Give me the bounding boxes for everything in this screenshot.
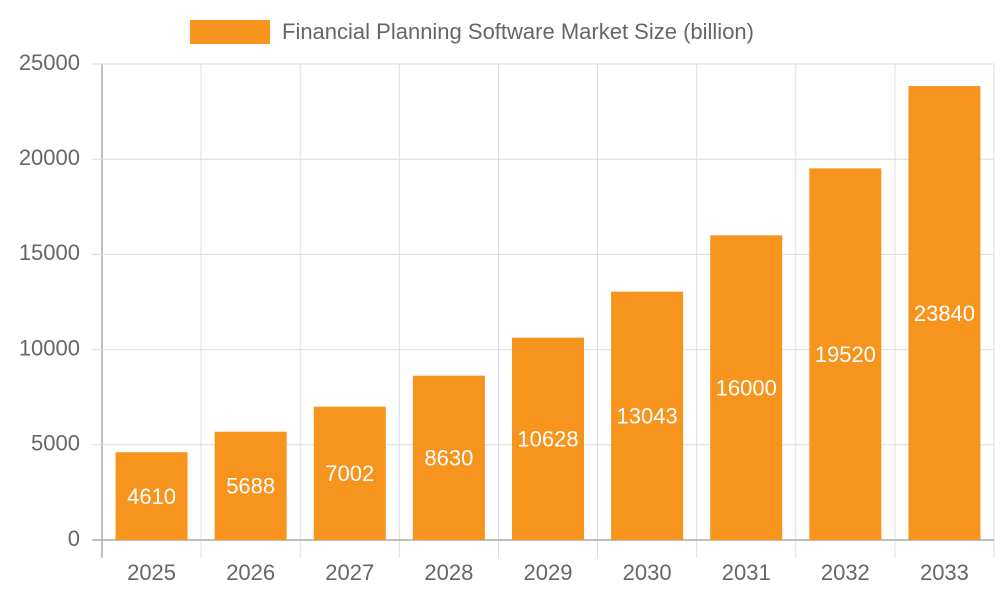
data-label: 13043	[617, 404, 678, 429]
y-tick-label: 25000	[19, 50, 80, 75]
x-tick-label: 2031	[722, 560, 771, 585]
bar	[512, 337, 584, 540]
data-label: 5688	[226, 474, 275, 499]
legend-swatch	[190, 20, 270, 44]
data-label: 19520	[815, 342, 876, 367]
y-tick-label: 5000	[31, 431, 80, 456]
x-tick-label: 2032	[821, 560, 870, 585]
legend-label: Financial Planning Software Market Size …	[282, 19, 754, 44]
bar	[908, 86, 981, 541]
data-label: 16000	[716, 375, 777, 400]
bar	[115, 452, 188, 540]
y-tick-label: 20000	[19, 145, 80, 170]
bar	[809, 168, 882, 540]
data-label: 4610	[127, 484, 176, 509]
bar	[412, 375, 485, 540]
x-tick-label: 2027	[325, 560, 374, 585]
y-tick-label: 10000	[19, 335, 80, 360]
data-label: 23840	[914, 301, 975, 326]
data-label: 8630	[424, 446, 473, 471]
bar	[611, 291, 684, 540]
x-tick-label: 2033	[920, 560, 969, 585]
y-tick-label: 0	[68, 526, 80, 551]
bar	[214, 431, 287, 540]
bar	[313, 406, 386, 540]
x-tick-label: 2026	[226, 560, 275, 585]
data-label: 7002	[325, 461, 374, 486]
x-tick-label: 2028	[424, 560, 473, 585]
data-label: 10628	[517, 427, 578, 452]
bar	[710, 235, 783, 541]
x-tick-label: 2030	[623, 560, 672, 585]
x-tick-label: 2025	[127, 560, 176, 585]
y-tick-label: 15000	[19, 240, 80, 265]
x-tick-label: 2029	[524, 560, 573, 585]
